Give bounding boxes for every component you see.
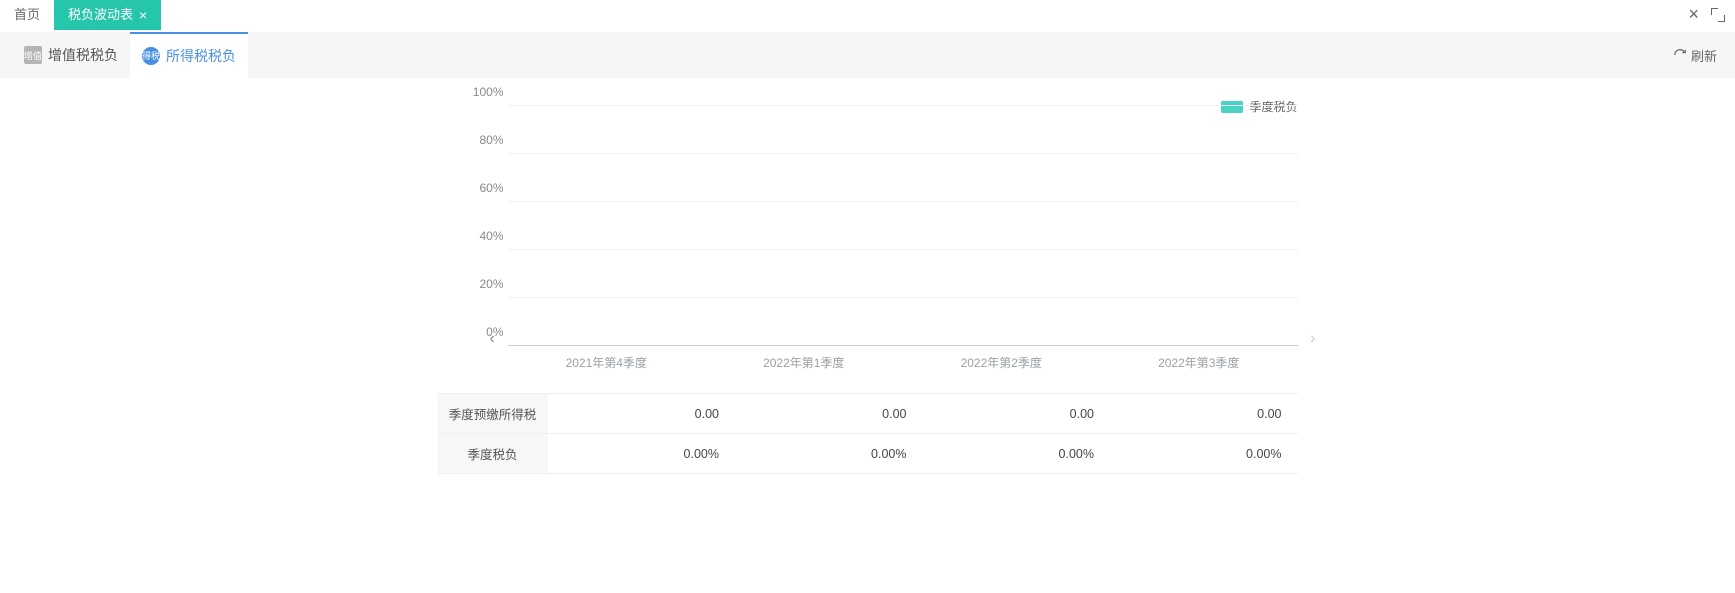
ytick: 40% (464, 229, 504, 243)
fullscreen-icon[interactable] (1711, 8, 1725, 22)
cell: 0.00 (735, 394, 923, 434)
cell: 0.00 (548, 394, 736, 434)
chevron-right-icon[interactable]: › (1310, 330, 1315, 348)
subtab-income-tax[interactable]: 得税 所得税税负 (130, 32, 248, 78)
cell: 0.00 (1110, 394, 1298, 434)
top-tab-label: 税负波动表 (68, 0, 133, 30)
row-header: 季度税负 (438, 434, 548, 474)
ytick: 0% (464, 325, 504, 339)
x-axis (508, 345, 1298, 346)
chart-container: 季度税负 100% 80% 60% 40% 20% 0% ‹ › 2021年第4… (438, 98, 1298, 474)
top-tab-label: 首页 (14, 0, 40, 30)
chart-plot: 100% 80% 60% 40% 20% 0% (508, 106, 1298, 346)
xtick: 2022年第3季度 (1100, 346, 1298, 371)
cell: 0.00% (923, 434, 1111, 474)
xtick: 2022年第1季度 (705, 346, 903, 371)
table-row: 季度税负 0.00% 0.00% 0.00% 0.00% (438, 434, 1298, 474)
xtick: 2021年第4季度 (508, 346, 706, 371)
data-table: 季度预缴所得税 0.00 0.00 0.00 0.00 季度税负 0.00% 0… (438, 393, 1298, 474)
top-tab-home[interactable]: 首页 (0, 0, 54, 30)
ytick: 100% (464, 85, 504, 99)
table-row: 季度预缴所得税 0.00 0.00 0.00 0.00 (438, 394, 1298, 434)
subtab-label: 增值税税负 (48, 45, 118, 65)
subtab-label: 所得税税负 (166, 46, 236, 66)
top-tab-taxburden[interactable]: 税负波动表 × (54, 0, 161, 30)
close-icon[interactable]: × (139, 8, 147, 22)
top-window-controls: × (1688, 4, 1725, 25)
refresh-button[interactable]: 刷新 (1673, 46, 1717, 65)
subtab-vat[interactable]: 增值 增值税税负 (12, 32, 130, 78)
xtick: 2022年第2季度 (903, 346, 1101, 371)
x-axis-labels: 2021年第4季度 2022年第1季度 2022年第2季度 2022年第3季度 (508, 346, 1298, 371)
income-tax-icon: 得税 (142, 47, 160, 65)
close-window-icon[interactable]: × (1688, 4, 1699, 25)
ytick: 20% (464, 277, 504, 291)
vat-icon: 增值 (24, 46, 42, 64)
refresh-label: 刷新 (1691, 46, 1717, 65)
cell: 0.00% (1110, 434, 1298, 474)
sub-tab-bar: 增值 增值税税负 得税 所得税税负 刷新 (0, 32, 1735, 78)
content-area: 季度税负 100% 80% 60% 40% 20% 0% ‹ › 2021年第4… (0, 78, 1735, 494)
cell: 0.00% (548, 434, 736, 474)
refresh-icon (1673, 48, 1687, 62)
top-tab-bar: 首页 税负波动表 × × (0, 0, 1735, 32)
chevron-left-icon[interactable]: ‹ (490, 330, 495, 348)
cell: 0.00 (923, 394, 1111, 434)
ytick: 80% (464, 133, 504, 147)
cell: 0.00% (735, 434, 923, 474)
ytick: 60% (464, 181, 504, 195)
row-header: 季度预缴所得税 (438, 394, 548, 434)
